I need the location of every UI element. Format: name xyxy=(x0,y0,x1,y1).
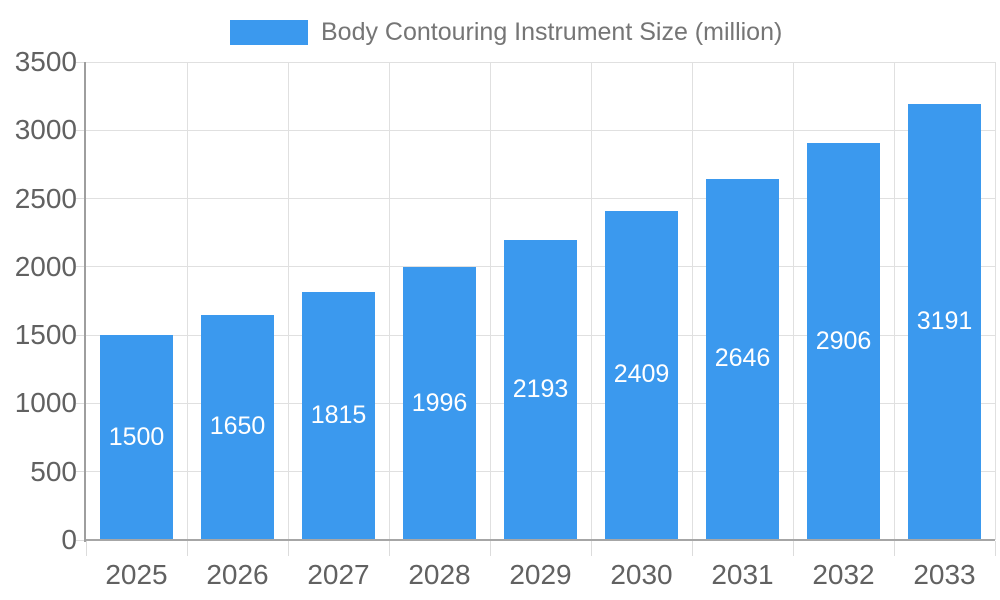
bar-value-label: 2646 xyxy=(714,344,771,373)
bar[interactable]: 2646 xyxy=(706,178,779,539)
bar-value-label: 2193 xyxy=(512,375,569,404)
y-axis-tick xyxy=(76,61,86,63)
bar[interactable]: 1500 xyxy=(100,335,173,539)
bar-value-label: 1815 xyxy=(310,401,367,430)
x-axis-tick xyxy=(994,541,996,556)
bar-value-label: 1996 xyxy=(411,388,468,417)
y-axis-tick xyxy=(76,334,86,336)
x-axis-label: 2026 xyxy=(206,559,269,590)
x-axis-tick xyxy=(792,541,794,556)
x-gridline xyxy=(792,62,794,540)
y-gridline xyxy=(86,61,995,63)
bar[interactable]: 2409 xyxy=(605,210,678,539)
x-axis-label: 2025 xyxy=(105,559,168,590)
y-gridline xyxy=(86,129,995,131)
legend-label: Body Contouring Instrument Size (million… xyxy=(321,17,783,46)
x-axis-tick xyxy=(287,541,289,556)
bar-value-label: 1500 xyxy=(108,422,165,451)
y-gridline xyxy=(86,198,995,200)
x-gridline xyxy=(893,62,895,540)
y-axis-line xyxy=(84,62,86,542)
bar[interactable]: 1650 xyxy=(201,314,274,539)
x-axis-tick xyxy=(388,541,390,556)
y-axis-tick xyxy=(76,129,86,131)
x-axis-tick xyxy=(186,541,188,556)
x-axis-tick xyxy=(893,541,895,556)
bar-value-label: 2409 xyxy=(613,360,670,389)
y-axis-label: 3000 xyxy=(14,114,77,146)
x-axis-label: 2031 xyxy=(711,559,774,590)
x-axis-tick xyxy=(691,541,693,556)
x-axis-tick xyxy=(590,541,592,556)
x-axis-label: 2029 xyxy=(509,559,572,590)
y-axis-label: 1500 xyxy=(14,319,77,351)
x-axis-label: 2033 xyxy=(913,559,976,590)
x-axis-tick xyxy=(489,541,491,556)
y-axis-label: 2000 xyxy=(14,250,77,282)
x-axis-label: 2030 xyxy=(610,559,673,590)
x-gridline xyxy=(489,62,491,540)
bar[interactable]: 3191 xyxy=(908,104,981,539)
bar[interactable]: 2193 xyxy=(504,240,577,539)
y-axis-label: 3500 xyxy=(14,46,77,77)
x-axis-label: 2028 xyxy=(408,559,471,590)
x-gridline xyxy=(994,62,996,540)
x-gridline xyxy=(590,62,592,540)
bar-value-label: 2906 xyxy=(815,326,872,355)
y-axis-label: 2500 xyxy=(14,182,77,214)
x-gridline xyxy=(186,62,188,540)
x-gridline xyxy=(287,62,289,540)
bar[interactable]: 1815 xyxy=(302,292,375,539)
y-axis-tick xyxy=(76,539,86,541)
x-axis-line xyxy=(86,539,995,541)
bar-value-label: 3191 xyxy=(916,307,973,336)
x-axis-label: 2027 xyxy=(307,559,370,590)
bar[interactable]: 1996 xyxy=(403,267,476,539)
x-gridline xyxy=(388,62,390,540)
y-axis-tick xyxy=(76,198,86,200)
x-axis-tick xyxy=(85,541,87,556)
y-axis-tick xyxy=(76,266,86,268)
y-axis-label: 500 xyxy=(30,455,77,487)
y-axis-label: 1000 xyxy=(14,387,77,419)
legend-swatch-icon xyxy=(230,19,308,45)
y-axis-label: 0 xyxy=(61,524,77,555)
bar[interactable]: 2906 xyxy=(807,143,880,539)
x-gridline xyxy=(691,62,693,540)
bar-value-label: 1650 xyxy=(209,412,266,441)
x-axis-label: 2032 xyxy=(812,559,875,590)
y-axis-tick xyxy=(76,402,86,404)
legend-item[interactable]: Body Contouring Instrument Size (million… xyxy=(230,16,782,48)
y-axis-tick xyxy=(76,471,86,473)
